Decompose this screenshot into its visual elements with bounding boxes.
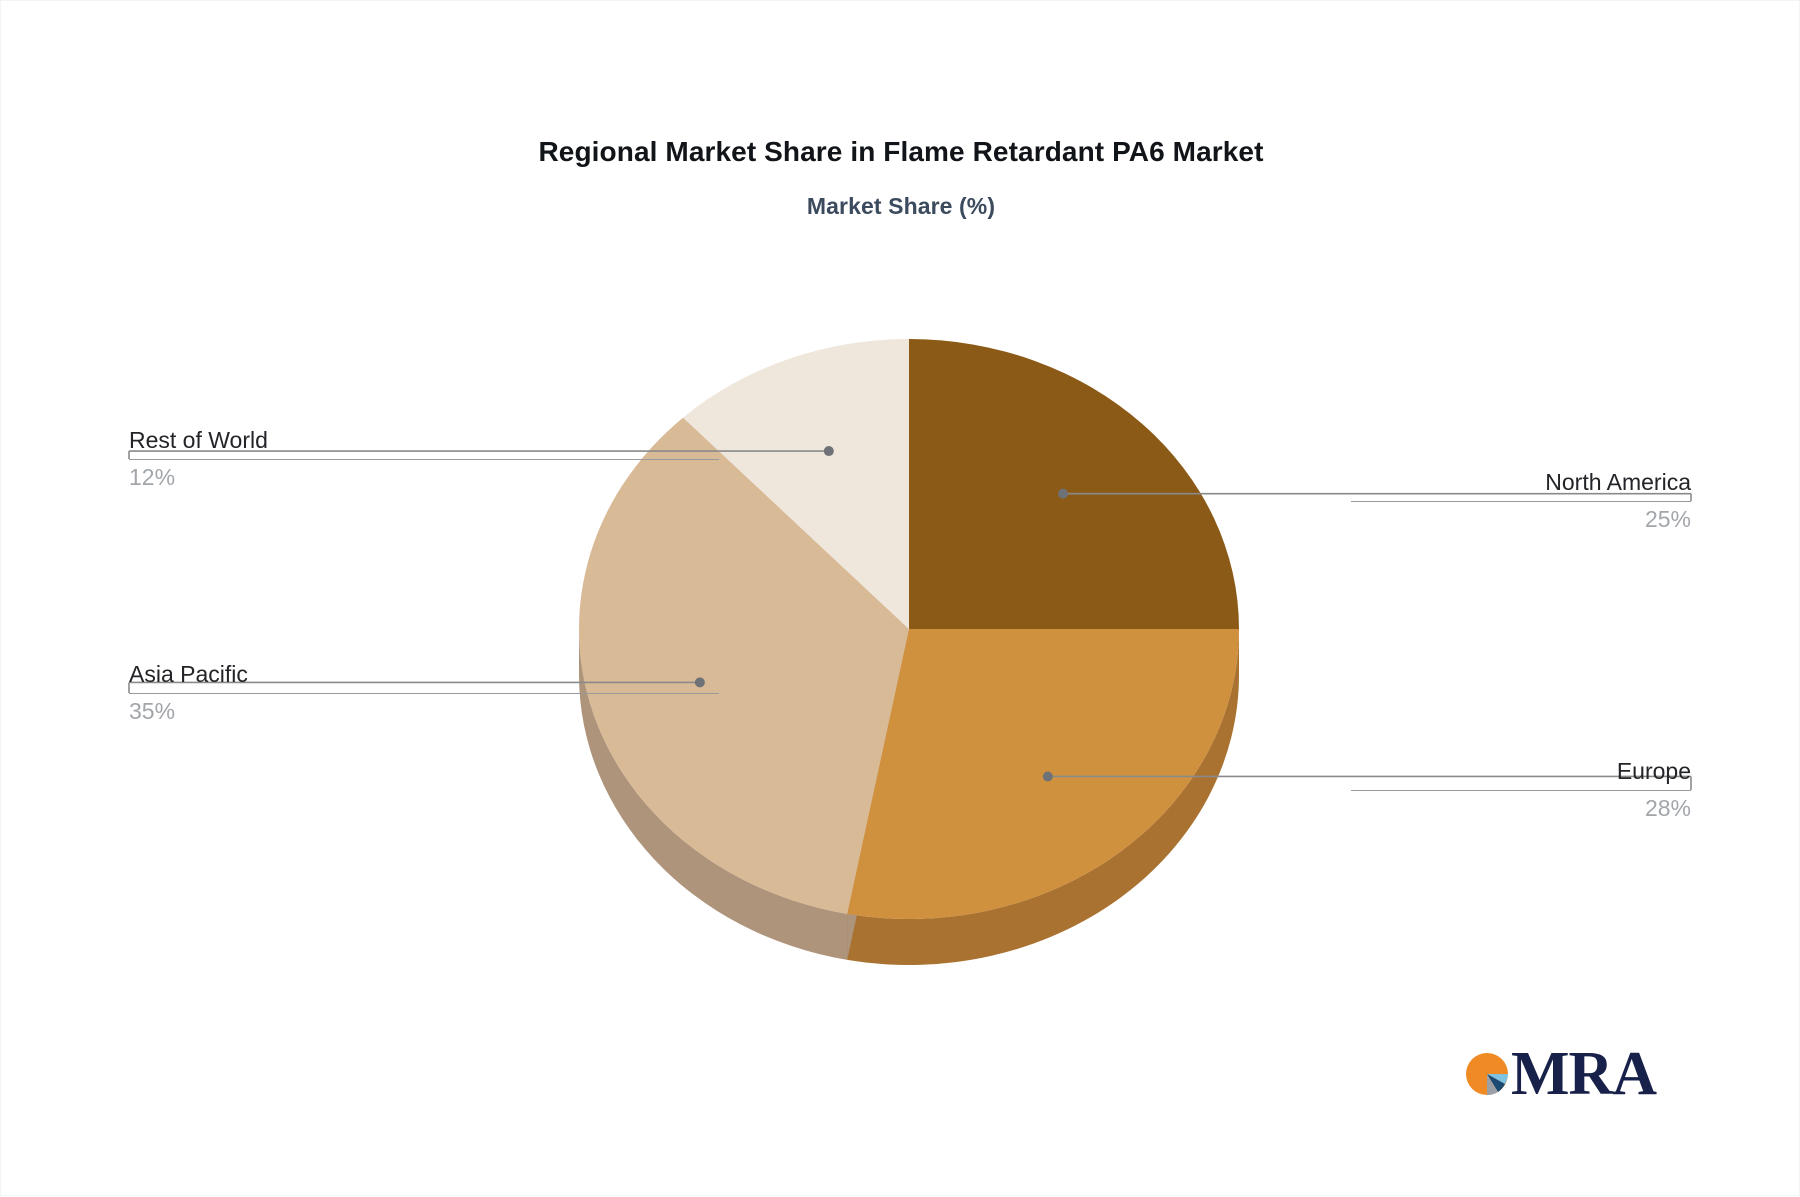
connector-dot <box>1058 488 1069 499</box>
callout-rule-europe <box>1351 790 1691 791</box>
callout-label-rest-of-world: Rest of World <box>129 427 268 453</box>
logo-pie-navy <box>1487 1074 1505 1092</box>
callout-asia-pacific[interactable]: Asia Pacific 35% <box>129 659 719 726</box>
callout-label-asia-pacific: Asia Pacific <box>129 661 248 687</box>
pie-slice-rest-of-world[interactable] <box>683 339 909 629</box>
callout-rule-asia-pacific <box>129 693 719 694</box>
callout-europe[interactable]: Europe 28% <box>1351 756 1691 823</box>
mra-logo-text: MRA <box>1511 1040 1657 1108</box>
connector-dot <box>694 677 705 688</box>
chart-subtitle: Market Share (%) <box>806 193 996 219</box>
pie-slice-asia-pacific[interactable] <box>578 417 909 914</box>
mra-logo: MRA <box>1465 1040 1665 1115</box>
callout-value-europe: 28% <box>1644 795 1691 821</box>
chart-title: Regional Market Share in Flame Retardant… <box>538 136 1264 167</box>
logo-pie-gray <box>1487 1074 1498 1096</box>
callout-rule-rest-of-world <box>129 459 719 460</box>
callout-rest-of-world[interactable]: Rest of World 12% <box>129 425 719 492</box>
pie-side-europe <box>847 629 1239 965</box>
mra-pie-mark-icon <box>1466 1053 1508 1096</box>
pie-slice-europe[interactable] <box>847 629 1239 919</box>
callout-value-north-america: 25% <box>1644 506 1691 532</box>
connector-dot <box>823 446 834 457</box>
callout-rule-north-america <box>1351 501 1691 502</box>
callout-label-north-america: North America <box>1545 469 1691 495</box>
logo-pie-lightblue <box>1487 1074 1508 1084</box>
callout-value-rest-of-world: 12% <box>129 464 176 490</box>
connector-dot <box>1042 771 1053 782</box>
pie-top-faces <box>578 339 1239 919</box>
callout-label-europe: Europe <box>1616 758 1691 784</box>
callout-value-asia-pacific: 35% <box>129 698 176 724</box>
pie-slice-north-america[interactable] <box>909 339 1239 629</box>
pie-connector-lines <box>128 446 1692 790</box>
callout-north-america[interactable]: North America 25% <box>1351 467 1691 534</box>
pie-side-asia-pacific <box>579 629 848 960</box>
